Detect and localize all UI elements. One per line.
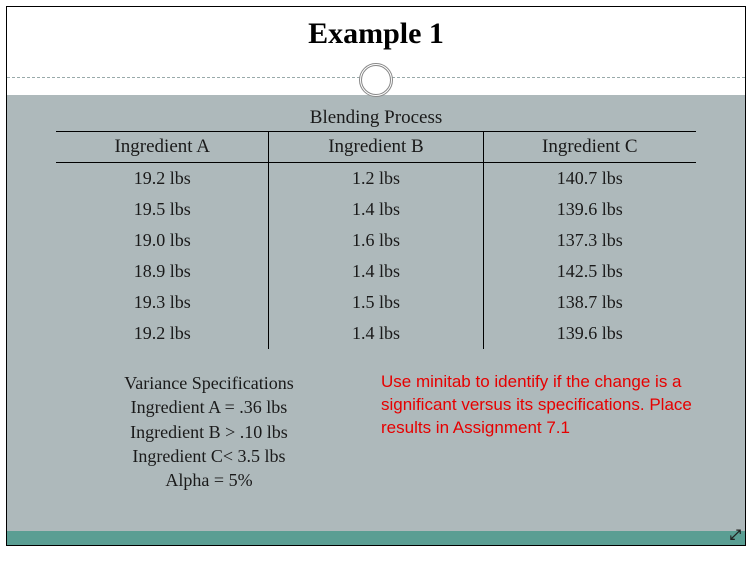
cell: 19.2 lbs: [56, 318, 269, 349]
cell: 1.4 lbs: [269, 318, 483, 349]
cell: 19.2 lbs: [56, 163, 269, 195]
specs-heading: Variance Specifications: [47, 371, 371, 395]
instruction-text: Use minitab to identify if the change is…: [371, 371, 705, 492]
blending-table: Ingredient A Ingredient B Ingredient C 1…: [56, 131, 696, 349]
slide-frame: Example 1 Blending Process Ingredient A …: [6, 6, 746, 546]
spec-line: Ingredient A = .36 lbs: [47, 395, 371, 419]
bottom-area: Variance Specifications Ingredient A = .…: [7, 371, 745, 492]
table-row: 19.2 lbs 1.2 lbs 140.7 lbs: [56, 163, 696, 195]
cell: 137.3 lbs: [483, 225, 696, 256]
cell: 1.2 lbs: [269, 163, 483, 195]
spec-line: Ingredient B > .10 lbs: [47, 420, 371, 444]
footer-bar: [7, 531, 745, 545]
cell: 19.5 lbs: [56, 194, 269, 225]
cell: 1.4 lbs: [269, 256, 483, 287]
table-row: 19.5 lbs 1.4 lbs 139.6 lbs: [56, 194, 696, 225]
title-divider: [7, 59, 745, 95]
spec-line: Alpha = 5%: [47, 468, 371, 492]
cell: 138.7 lbs: [483, 287, 696, 318]
cell: 139.6 lbs: [483, 318, 696, 349]
divider-circle-icon: [359, 63, 393, 97]
cell: 19.0 lbs: [56, 225, 269, 256]
table-caption: Blending Process: [7, 107, 745, 129]
cell: 1.5 lbs: [269, 287, 483, 318]
col-header-a: Ingredient A: [56, 132, 269, 163]
cell: 1.4 lbs: [269, 194, 483, 225]
table-row: 19.0 lbs 1.6 lbs 137.3 lbs: [56, 225, 696, 256]
table-header-row: Ingredient A Ingredient B Ingredient C: [56, 132, 696, 163]
cell: 1.6 lbs: [269, 225, 483, 256]
variance-specs: Variance Specifications Ingredient A = .…: [47, 371, 371, 492]
cell: 139.6 lbs: [483, 194, 696, 225]
expand-icon[interactable]: ⤢: [730, 526, 741, 543]
col-header-c: Ingredient C: [483, 132, 696, 163]
cell: 142.5 lbs: [483, 256, 696, 287]
content-panel: Blending Process Ingredient A Ingredient…: [7, 95, 745, 535]
cell: 18.9 lbs: [56, 256, 269, 287]
spec-line: Ingredient C< 3.5 lbs: [47, 444, 371, 468]
table-row: 18.9 lbs 1.4 lbs 142.5 lbs: [56, 256, 696, 287]
table-row: 19.3 lbs 1.5 lbs 138.7 lbs: [56, 287, 696, 318]
col-header-b: Ingredient B: [269, 132, 483, 163]
cell: 140.7 lbs: [483, 163, 696, 195]
slide-title: Example 1: [7, 7, 745, 59]
table-row: 19.2 lbs 1.4 lbs 139.6 lbs: [56, 318, 696, 349]
cell: 19.3 lbs: [56, 287, 269, 318]
